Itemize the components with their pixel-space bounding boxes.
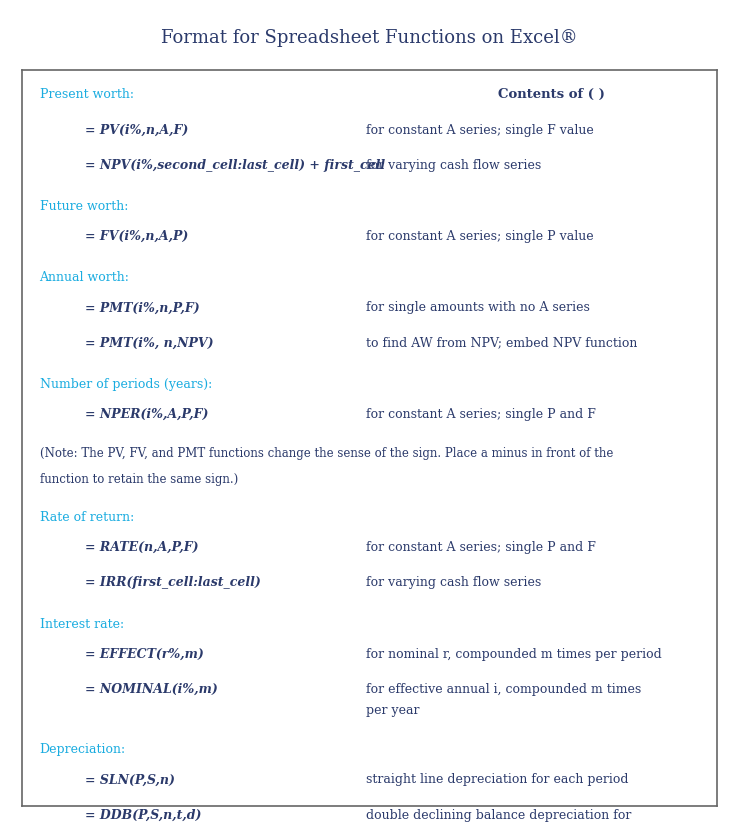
Text: = EFFECT(r%,m): = EFFECT(r%,m) (85, 648, 203, 661)
Text: = FV(i%,n,A,P): = FV(i%,n,A,P) (85, 230, 188, 243)
Text: function to retain the same sign.): function to retain the same sign.) (40, 473, 238, 487)
Text: Number of periods (years):: Number of periods (years): (40, 378, 212, 390)
Text: = PMT(i%, n,NPV): = PMT(i%, n,NPV) (85, 337, 213, 349)
Text: Format for Spreadsheet Functions on Excel®: Format for Spreadsheet Functions on Exce… (161, 29, 578, 47)
Text: = RATE(n,A,P,F): = RATE(n,A,P,F) (85, 541, 198, 554)
Text: double declining balance depreciation for: double declining balance depreciation fo… (366, 809, 631, 822)
Text: per year: per year (366, 704, 420, 717)
Text: for constant A series; single P and F: for constant A series; single P and F (366, 541, 596, 554)
Text: for varying cash flow series: for varying cash flow series (366, 576, 541, 589)
Text: = NOMINAL(i%,m): = NOMINAL(i%,m) (85, 683, 217, 696)
Text: = NPV(i%,second_cell:last_cell) + first_cell: = NPV(i%,second_cell:last_cell) + first_… (85, 159, 385, 172)
Text: to find AW from NPV; embed NPV function: to find AW from NPV; embed NPV function (366, 337, 638, 349)
Text: Contents of ( ): Contents of ( ) (498, 88, 605, 101)
Text: straight line depreciation for each period: straight line depreciation for each peri… (366, 774, 629, 787)
Text: = DDB(P,S,n,t,d): = DDB(P,S,n,t,d) (85, 809, 201, 822)
Text: = SLN(P,S,n): = SLN(P,S,n) (85, 774, 174, 787)
Text: for constant A series; single P and F: for constant A series; single P and F (366, 408, 596, 421)
Text: for nominal r, compounded m times per period: for nominal r, compounded m times per pe… (366, 648, 662, 661)
Text: for constant A series; single F value: for constant A series; single F value (366, 123, 593, 136)
Text: for constant A series; single P value: for constant A series; single P value (366, 230, 593, 243)
Text: Future worth:: Future worth: (40, 200, 128, 213)
Text: Annual worth:: Annual worth: (40, 271, 129, 284)
Text: for single amounts with no A series: for single amounts with no A series (366, 302, 590, 314)
Text: = PMT(i%,n,P,F): = PMT(i%,n,P,F) (85, 302, 200, 314)
Text: = NPER(i%,A,P,F): = NPER(i%,A,P,F) (85, 408, 208, 421)
Text: (Note: The PV, FV, and PMT functions change the sense of the sign. Place a minus: (Note: The PV, FV, and PMT functions cha… (40, 447, 613, 459)
Text: = PV(i%,n,A,F): = PV(i%,n,A,F) (85, 123, 188, 136)
Text: Rate of return:: Rate of return: (40, 511, 134, 524)
Text: for effective annual i, compounded m times: for effective annual i, compounded m tim… (366, 683, 641, 696)
Text: = IRR(first_cell:last_cell): = IRR(first_cell:last_cell) (85, 576, 260, 589)
Text: Interest rate:: Interest rate: (40, 617, 123, 630)
Text: Depreciation:: Depreciation: (40, 743, 126, 756)
Text: Present worth:: Present worth: (40, 88, 134, 101)
Text: for varying cash flow series: for varying cash flow series (366, 159, 541, 172)
